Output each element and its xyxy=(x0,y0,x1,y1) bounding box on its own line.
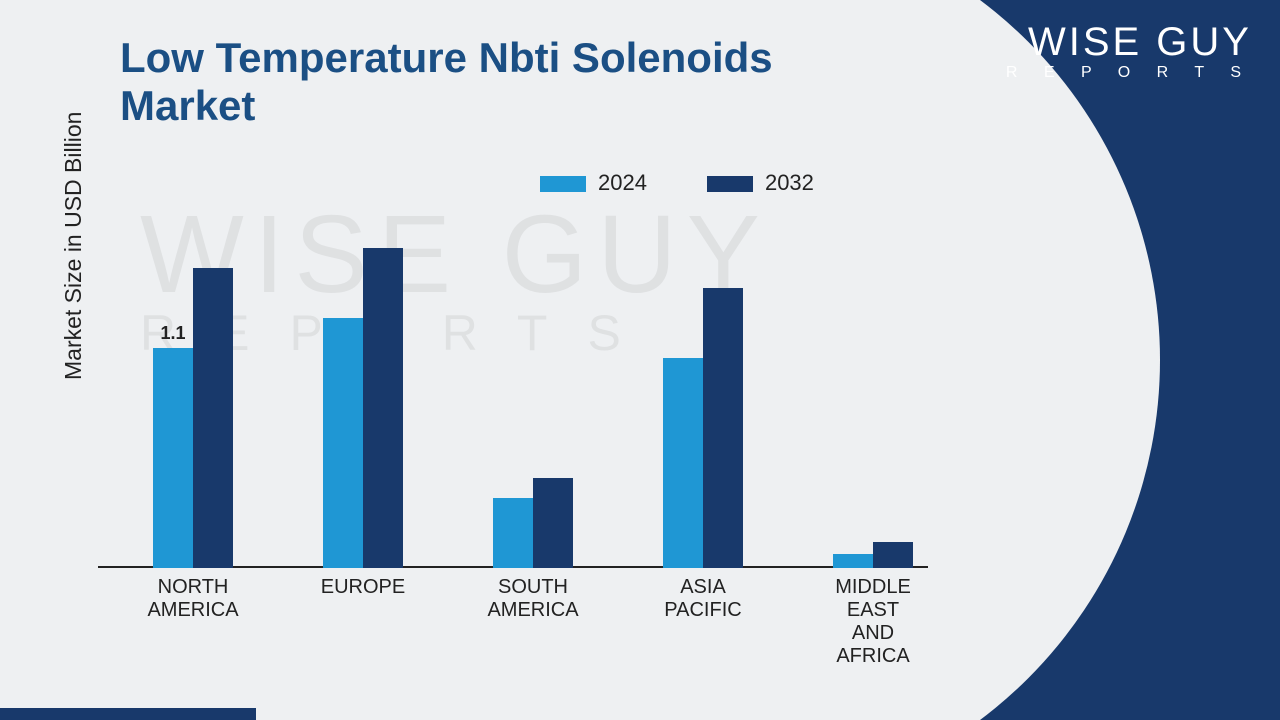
footer-accent-bar xyxy=(0,708,256,720)
bar-2032 xyxy=(873,542,913,568)
legend-item-2032: 2032 xyxy=(707,170,814,196)
brand-logo: WISE GUY R E P O R T S xyxy=(1006,22,1252,82)
legend-label-2024: 2024 xyxy=(598,170,647,195)
legend-label-2032: 2032 xyxy=(765,170,814,195)
bar-2032 xyxy=(703,288,743,568)
bar-2032 xyxy=(193,268,233,568)
category-label: SOUTH AMERICA xyxy=(487,576,578,622)
bar-2024 xyxy=(833,554,873,568)
legend-swatch-2032 xyxy=(707,176,753,192)
chart-card: WISE GUY R E P O R T S Low Temperature N… xyxy=(0,0,1280,720)
brand-sub: R E P O R T S xyxy=(1006,64,1252,82)
chart-title: Low Temperature Nbti Solenoids Market xyxy=(120,34,840,131)
brand-name: WISE GUY xyxy=(1006,22,1252,62)
legend-swatch-2024 xyxy=(540,176,586,192)
legend-item-2024: 2024 xyxy=(540,170,647,196)
bar-value-label: 1.1 xyxy=(160,323,185,344)
bar-2032 xyxy=(363,248,403,568)
bar-2032 xyxy=(533,478,573,568)
plot-area: 1.1NORTH AMERICAEUROPESOUTH AMERICAASIA … xyxy=(98,208,928,568)
bar-2024: 1.1 xyxy=(153,348,193,568)
category-label: EUROPE xyxy=(321,576,405,599)
bar-2024 xyxy=(493,498,533,568)
y-axis-label: Market Size in USD Billion xyxy=(60,112,87,380)
legend: 2024 2032 xyxy=(540,170,814,196)
bar-2024 xyxy=(663,358,703,568)
category-label: MIDDLE EAST AND AFRICA xyxy=(835,576,911,668)
bar-2024 xyxy=(323,318,363,568)
category-label: NORTH AMERICA xyxy=(147,576,238,622)
category-label: ASIA PACIFIC xyxy=(664,576,741,622)
right-panel xyxy=(950,0,1280,720)
